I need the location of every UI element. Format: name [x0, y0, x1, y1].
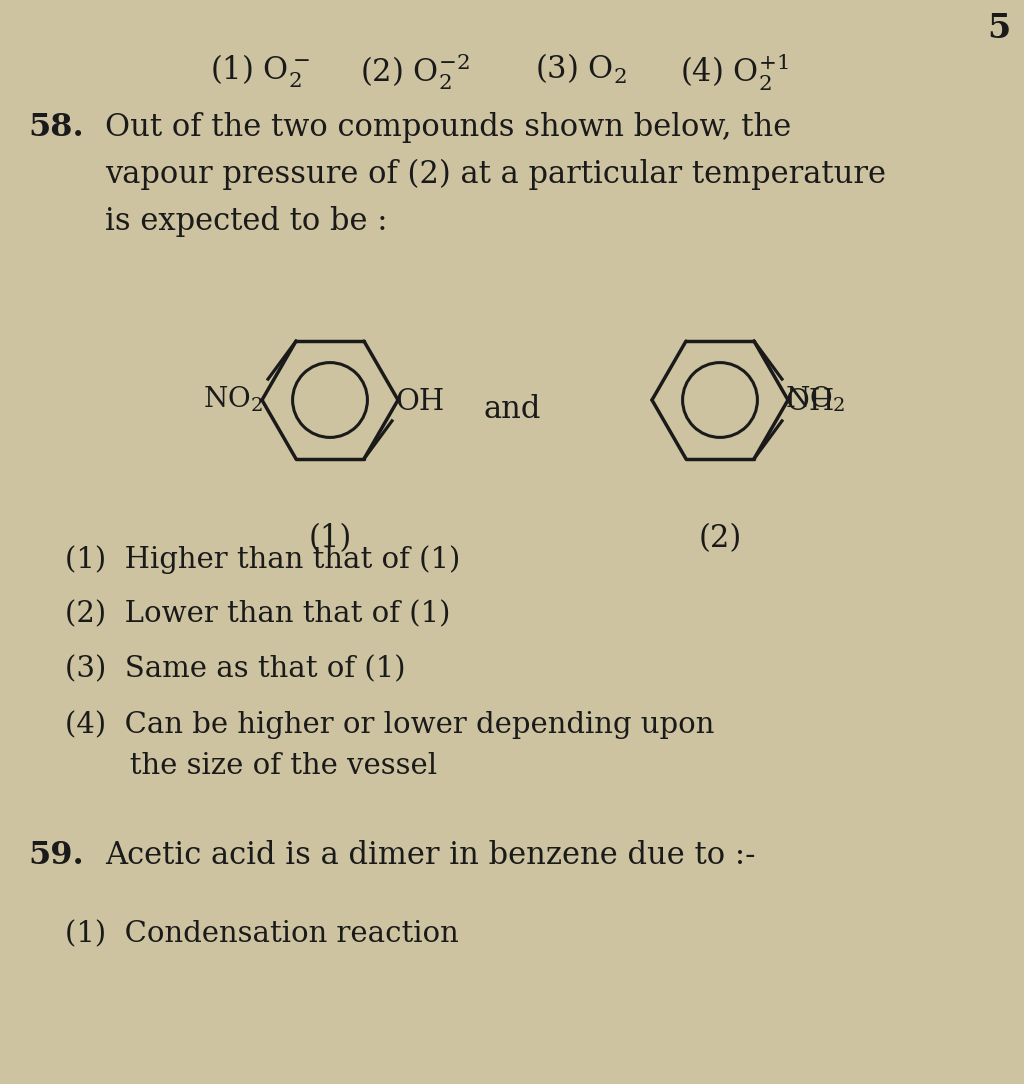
Text: Acetic acid is a dimer in benzene due to :-: Acetic acid is a dimer in benzene due to…	[105, 840, 756, 872]
Text: OH: OH	[785, 388, 835, 416]
Text: (3)  Same as that of (1): (3) Same as that of (1)	[65, 655, 406, 683]
Text: Out of the two compounds shown below, the
vapour pressure of (2) at a particular: Out of the two compounds shown below, th…	[105, 112, 886, 236]
Text: (2): (2)	[698, 522, 741, 554]
Text: (4)  Can be higher or lower depending upon
       the size of the vessel: (4) Can be higher or lower depending upo…	[65, 710, 715, 780]
Text: (1)  Higher than that of (1): (1) Higher than that of (1)	[65, 545, 460, 573]
Text: (2)  Lower than that of (1): (2) Lower than that of (1)	[65, 601, 451, 628]
Text: OH: OH	[395, 388, 444, 416]
Text: 5: 5	[987, 12, 1010, 46]
Text: 59.: 59.	[28, 840, 84, 872]
Text: (1): (1)	[308, 522, 351, 554]
Text: and: and	[483, 395, 541, 426]
Text: $\mathregular{NO_2}$: $\mathregular{NO_2}$	[203, 384, 263, 414]
Text: (1)  Condensation reaction: (1) Condensation reaction	[65, 920, 459, 948]
Text: (2) $\mathregular{O_2^{-2}}$: (2) $\mathregular{O_2^{-2}}$	[360, 52, 470, 92]
Text: (4) $\mathregular{O_2^{+1}}$: (4) $\mathregular{O_2^{+1}}$	[680, 52, 788, 93]
Text: (1) $\mathregular{O_2^-}$: (1) $\mathregular{O_2^-}$	[210, 52, 310, 90]
Text: $\mathregular{NO_2}$: $\mathregular{NO_2}$	[785, 384, 845, 414]
Text: 58.: 58.	[28, 112, 84, 143]
Text: (3) $\mathregular{O_2}$: (3) $\mathregular{O_2}$	[535, 52, 627, 86]
